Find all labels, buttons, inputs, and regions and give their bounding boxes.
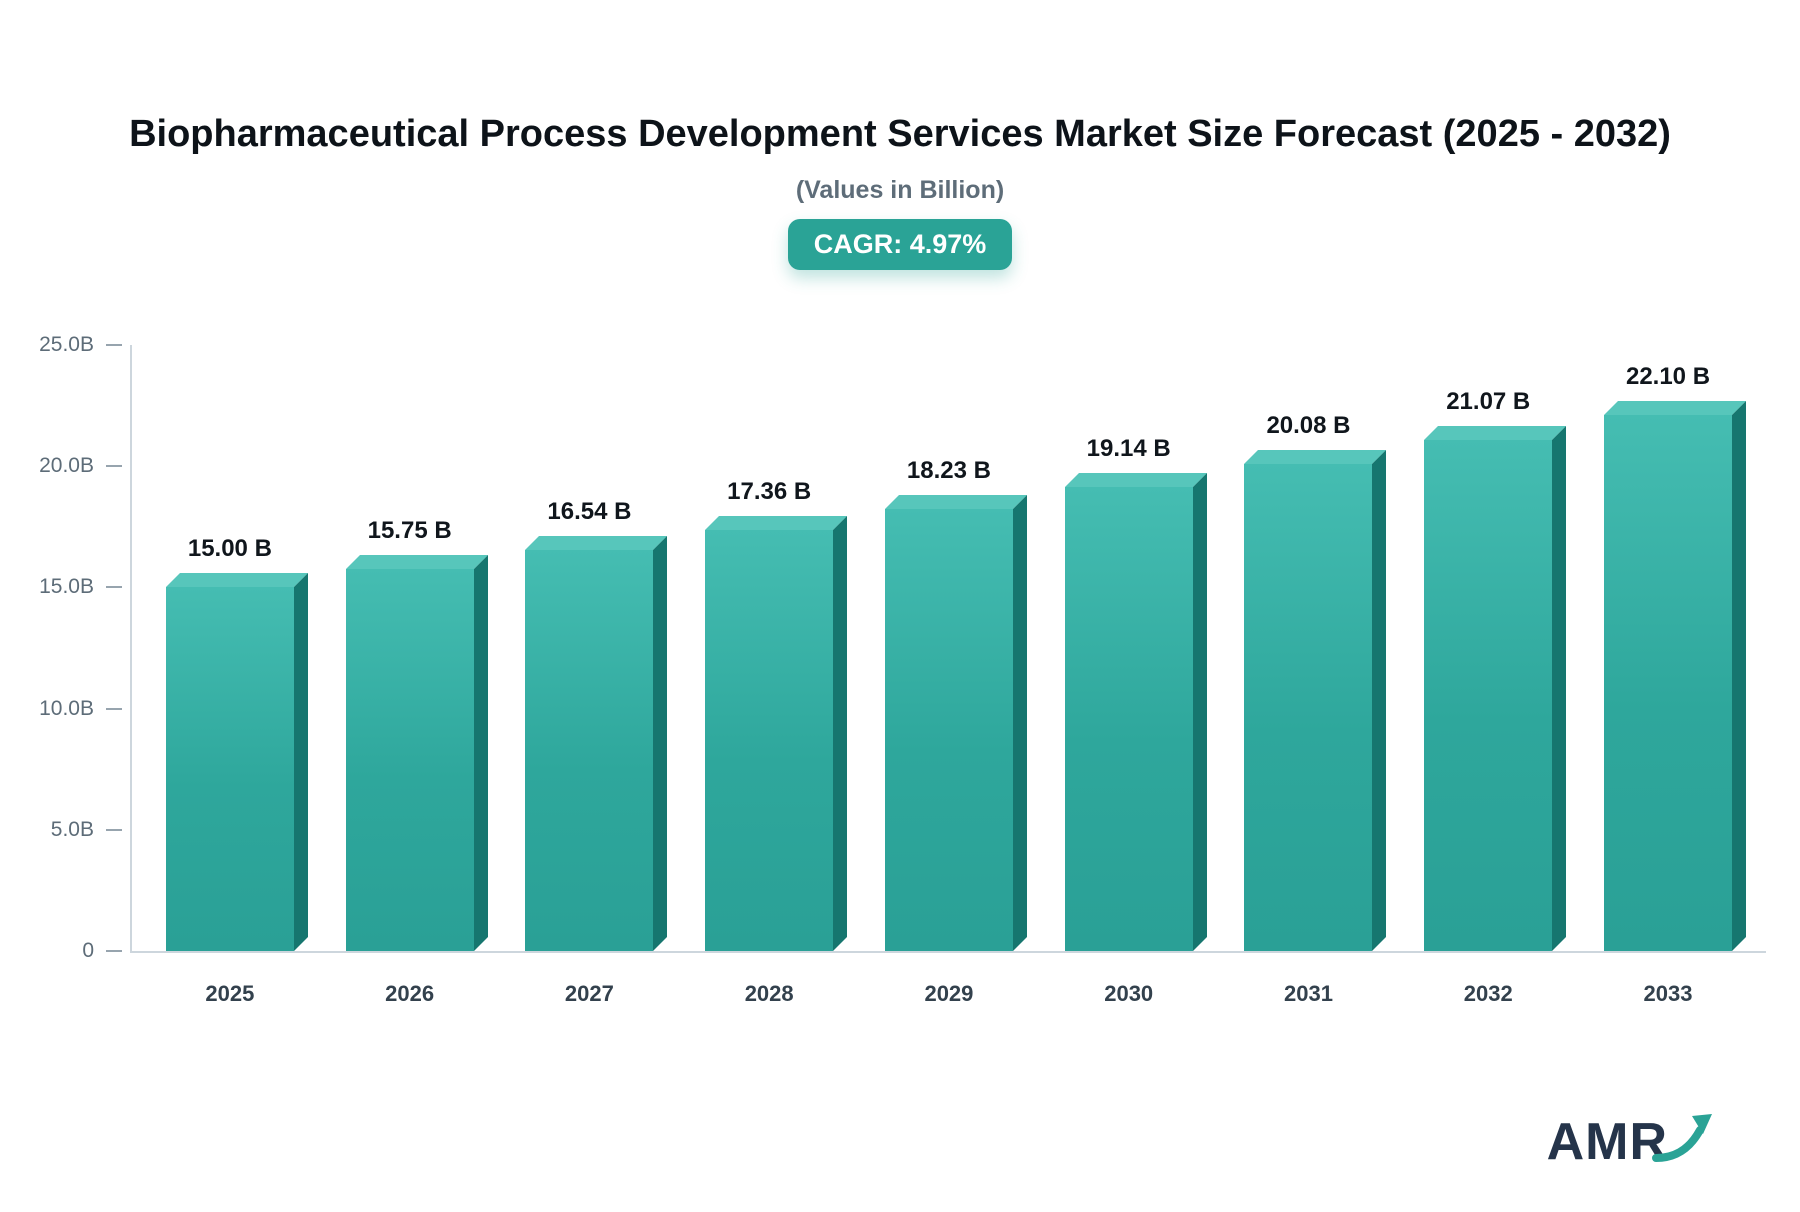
- bar-group: 18.23 B 2029: [873, 345, 1025, 1006]
- bar-value-label: 21.07 B: [1446, 388, 1531, 416]
- bars: 15.00 B 2025 15.75 B 2026 16.54 B 2027 17.36 B…: [132, 345, 1766, 1006]
- y-axis-tick-mark: [106, 707, 122, 710]
- y-axis-tick-mark: [106, 465, 122, 468]
- bar: [525, 550, 654, 951]
- x-axis-label: 2033: [1643, 981, 1693, 1006]
- x-axis-label: 2029: [924, 981, 974, 1006]
- bar-group: 15.75 B 2026: [334, 345, 486, 1006]
- x-axis-label: 2032: [1463, 981, 1513, 1006]
- bar-group: 22.10 B 2033: [1592, 345, 1744, 1006]
- chart-subtitle: (Values in Billion): [795, 175, 1005, 204]
- y-axis-tick-label: 5.0B: [50, 817, 94, 841]
- logo-text: AMR: [1546, 1113, 1668, 1171]
- y-axis-tick-label: 10.0B: [39, 696, 94, 720]
- y-axis-tick-label: 0: [82, 939, 94, 962]
- x-axis-label: 2031: [1283, 981, 1333, 1006]
- bar-value-label: 22.10 B: [1625, 363, 1711, 391]
- x-axis-label: 2027: [564, 981, 614, 1006]
- bar-value-label: 15.75 B: [367, 517, 452, 545]
- y-axis: 0 5.0B 10.0B 15.0B 20.0B 25.0B: [39, 334, 1766, 962]
- logo-arrow-icon: [1652, 1114, 1712, 1162]
- y-axis-tick-mark: [106, 344, 122, 346]
- plot-area: 0 5.0B 10.0B 15.0B 20.0B 25.0B 15.00 B 2025 15.…: [39, 334, 1766, 1006]
- bar-value-label: 19.14 B: [1086, 435, 1171, 463]
- bar: [884, 509, 1013, 951]
- chart-header: Biopharmaceutical Process Development Se…: [0, 108, 1800, 270]
- bar: [345, 569, 474, 951]
- bar: [1424, 440, 1553, 951]
- bar: [1064, 487, 1193, 951]
- x-axis-label: 2028: [744, 981, 794, 1006]
- chart-title: Biopharmaceutical Process Development Se…: [129, 113, 1671, 155]
- x-axis-label: 2026: [385, 981, 435, 1006]
- bar: [705, 530, 834, 951]
- y-axis-tick-label: 20.0B: [39, 454, 94, 478]
- y-axis-tick-mark: [106, 950, 122, 952]
- bar-value-label: 15.00 B: [187, 535, 272, 563]
- bar: [1244, 464, 1373, 951]
- bar: [1604, 415, 1732, 951]
- bar-group: 15.00 B 2025: [154, 345, 306, 1006]
- bar-group: 16.54 B 2027: [513, 345, 665, 1006]
- bar-value-label: 16.54 B: [547, 498, 632, 526]
- bar: [165, 587, 294, 951]
- bar-group: 21.07 B 2032: [1412, 345, 1564, 1006]
- brand-logo: AMR: [1547, 1112, 1714, 1168]
- bar-value-label: 17.36 B: [727, 478, 812, 506]
- bar-group: 17.36 B 2028: [693, 345, 845, 1006]
- cagr-badge: CAGR: 4.97%: [787, 218, 1013, 270]
- bar-group: 20.08 B 2031: [1232, 345, 1384, 1006]
- y-axis-tick-label: 15.0B: [39, 575, 94, 599]
- bar-value-label: 18.23 B: [906, 457, 991, 485]
- y-axis-tick-mark: [106, 586, 122, 589]
- y-axis-tick-mark: [106, 828, 122, 831]
- x-axis-label: 2030: [1104, 981, 1154, 1006]
- bar-group: 19.14 B 2030: [1053, 345, 1205, 1006]
- bar-value-label: 20.08 B: [1266, 412, 1351, 440]
- y-axis-tick-label: 25.0B: [39, 333, 94, 356]
- x-axis-label: 2025: [205, 981, 255, 1006]
